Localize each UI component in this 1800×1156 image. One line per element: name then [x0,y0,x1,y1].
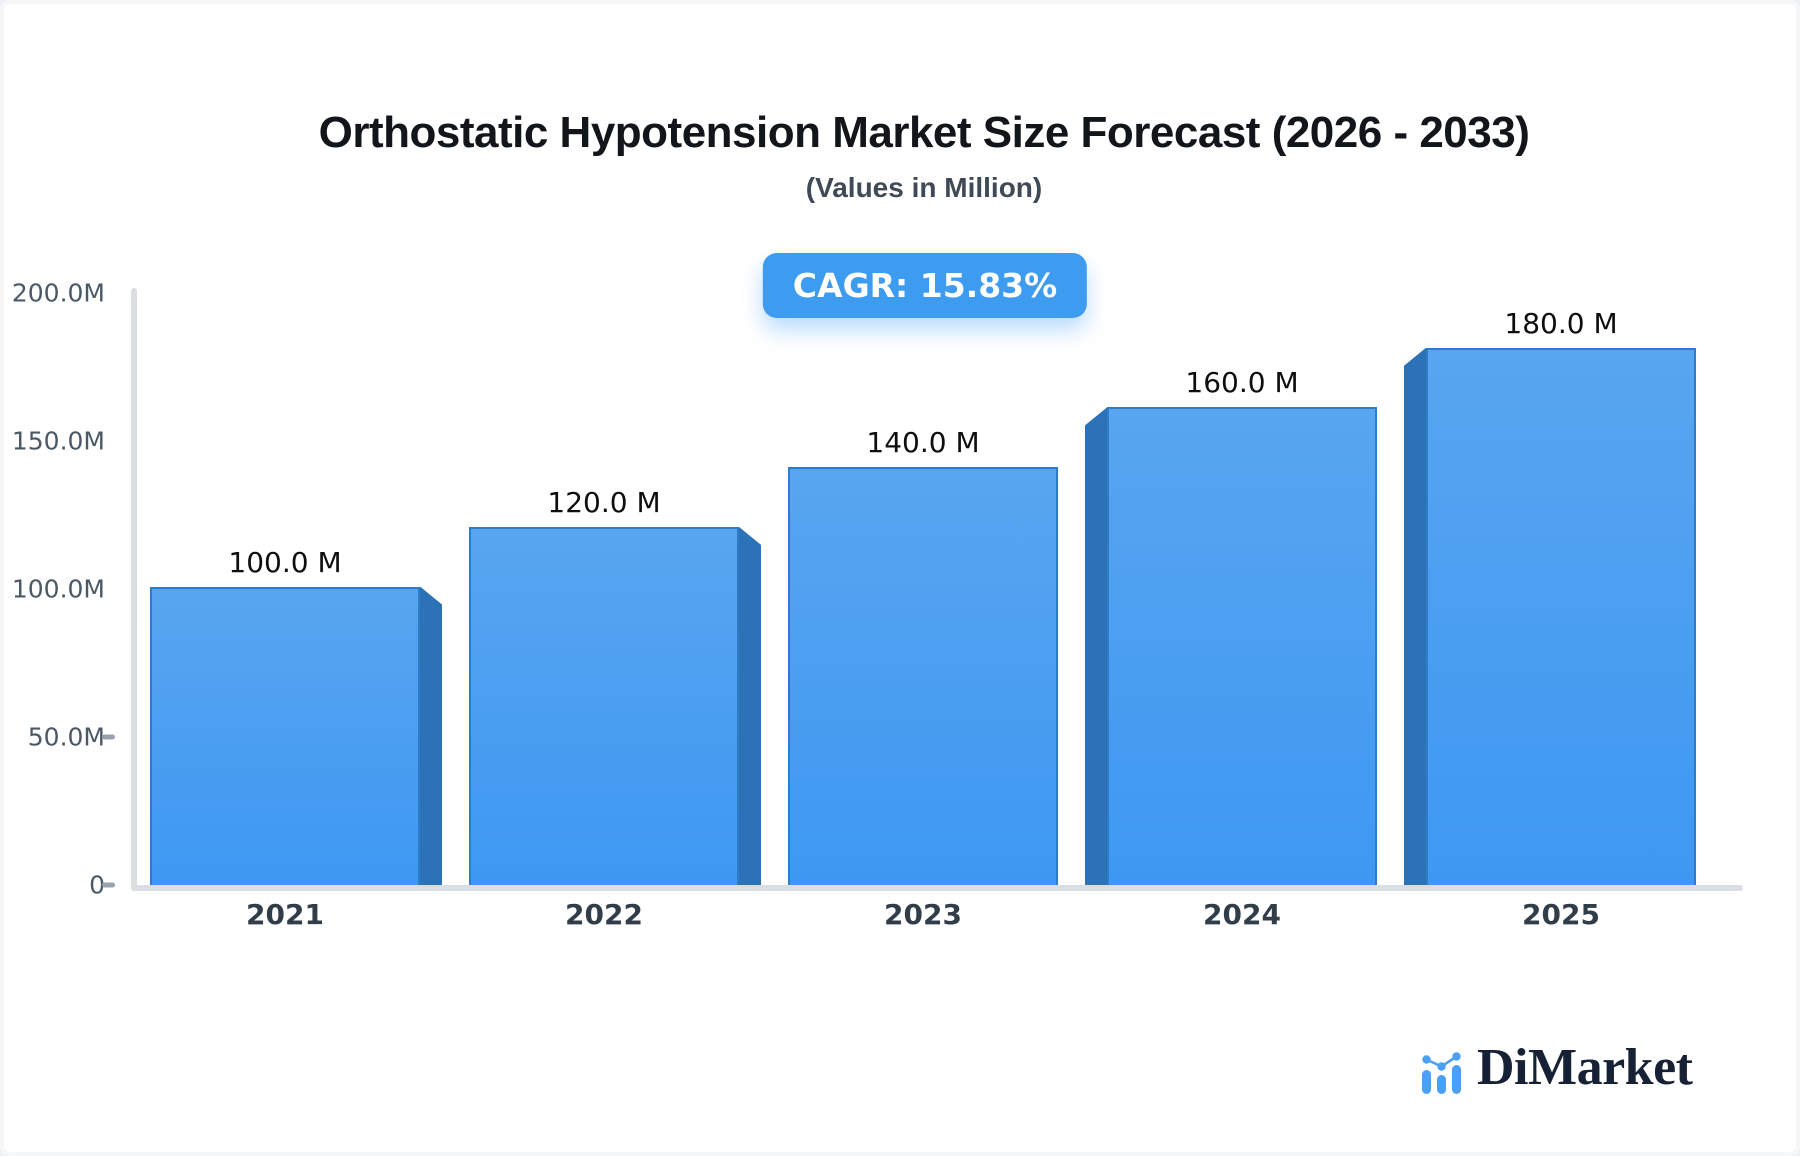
y-axis-tick-label: 50.0M [27,722,105,752]
x-axis-category-label: 2022 [565,898,643,931]
page-title: Orthostatic Hypotension Market Size Fore… [318,108,1530,157]
x-axis-category-label: 2025 [1522,898,1600,931]
x-axis-category-label: 2021 [246,898,324,931]
bar-face [150,586,420,885]
bar-group-2024: 160.0 M 2024 [1085,288,1377,931]
bar-2023: 140.0 M [788,426,1058,885]
bar-face [1426,347,1696,885]
bar-value-label: 160.0 M [1185,366,1299,400]
bar-group-2022: 120.0 M 2022 [469,288,761,931]
bar-value-label: 100.0 M [228,545,342,579]
x-axis-category-label: 2023 [884,898,962,931]
cagr-badge: CAGR: 15.83% [762,253,1088,318]
y-axis-tick-label: 100.0M [11,574,105,604]
bar-2024: 160.0 M [1085,366,1377,885]
bar-face [788,467,1058,885]
chart-subtitle: (Values in Million) [805,172,1043,203]
bar-face [1107,407,1377,885]
bar-3d-side [1085,407,1107,885]
bar-group-2023: 140.0 M 2023 [788,288,1058,931]
bar-face [469,526,739,885]
bar-value-label: 180.0 M [1504,306,1618,340]
bar-chart: 200.0M 150.0M 100.0M 50.0M 0 100.0 M 202… [0,279,1800,968]
y-axis-tick-mark [102,734,115,740]
x-axis-category-label: 2024 [1203,898,1281,931]
y-axis-line [131,288,137,891]
bar-value-label: 140.0 M [866,426,980,460]
bar-2025: 180.0 M [1404,307,1696,885]
y-axis-tick-label: 150.0M [11,426,105,456]
bar-group-2025: 180.0 M 2025 [1404,288,1696,931]
plot-area: 100.0 M 2021 120.0 M 2022 140.0 M [137,288,1743,931]
y-axis-tick-label: 0 [89,870,105,900]
bar-2021: 100.0 M [150,546,442,885]
bar-3d-side [1404,347,1426,885]
bar-3d-side [420,586,442,885]
bar-group-2021: 100.0 M 2021 [150,288,442,931]
bar-value-label: 120.0 M [547,485,661,519]
bar-3d-side [739,526,761,885]
y-axis-tick-mark [102,882,115,888]
dimarket-bars-icon [1422,1052,1461,1094]
bar-2022: 120.0 M [469,486,761,885]
brand-logo: DiMarket [1421,1039,1693,1096]
x-axis-line [131,885,1743,891]
brand-name: DiMarket [1477,1039,1693,1096]
y-axis-tick-label: 200.0M [11,278,105,308]
